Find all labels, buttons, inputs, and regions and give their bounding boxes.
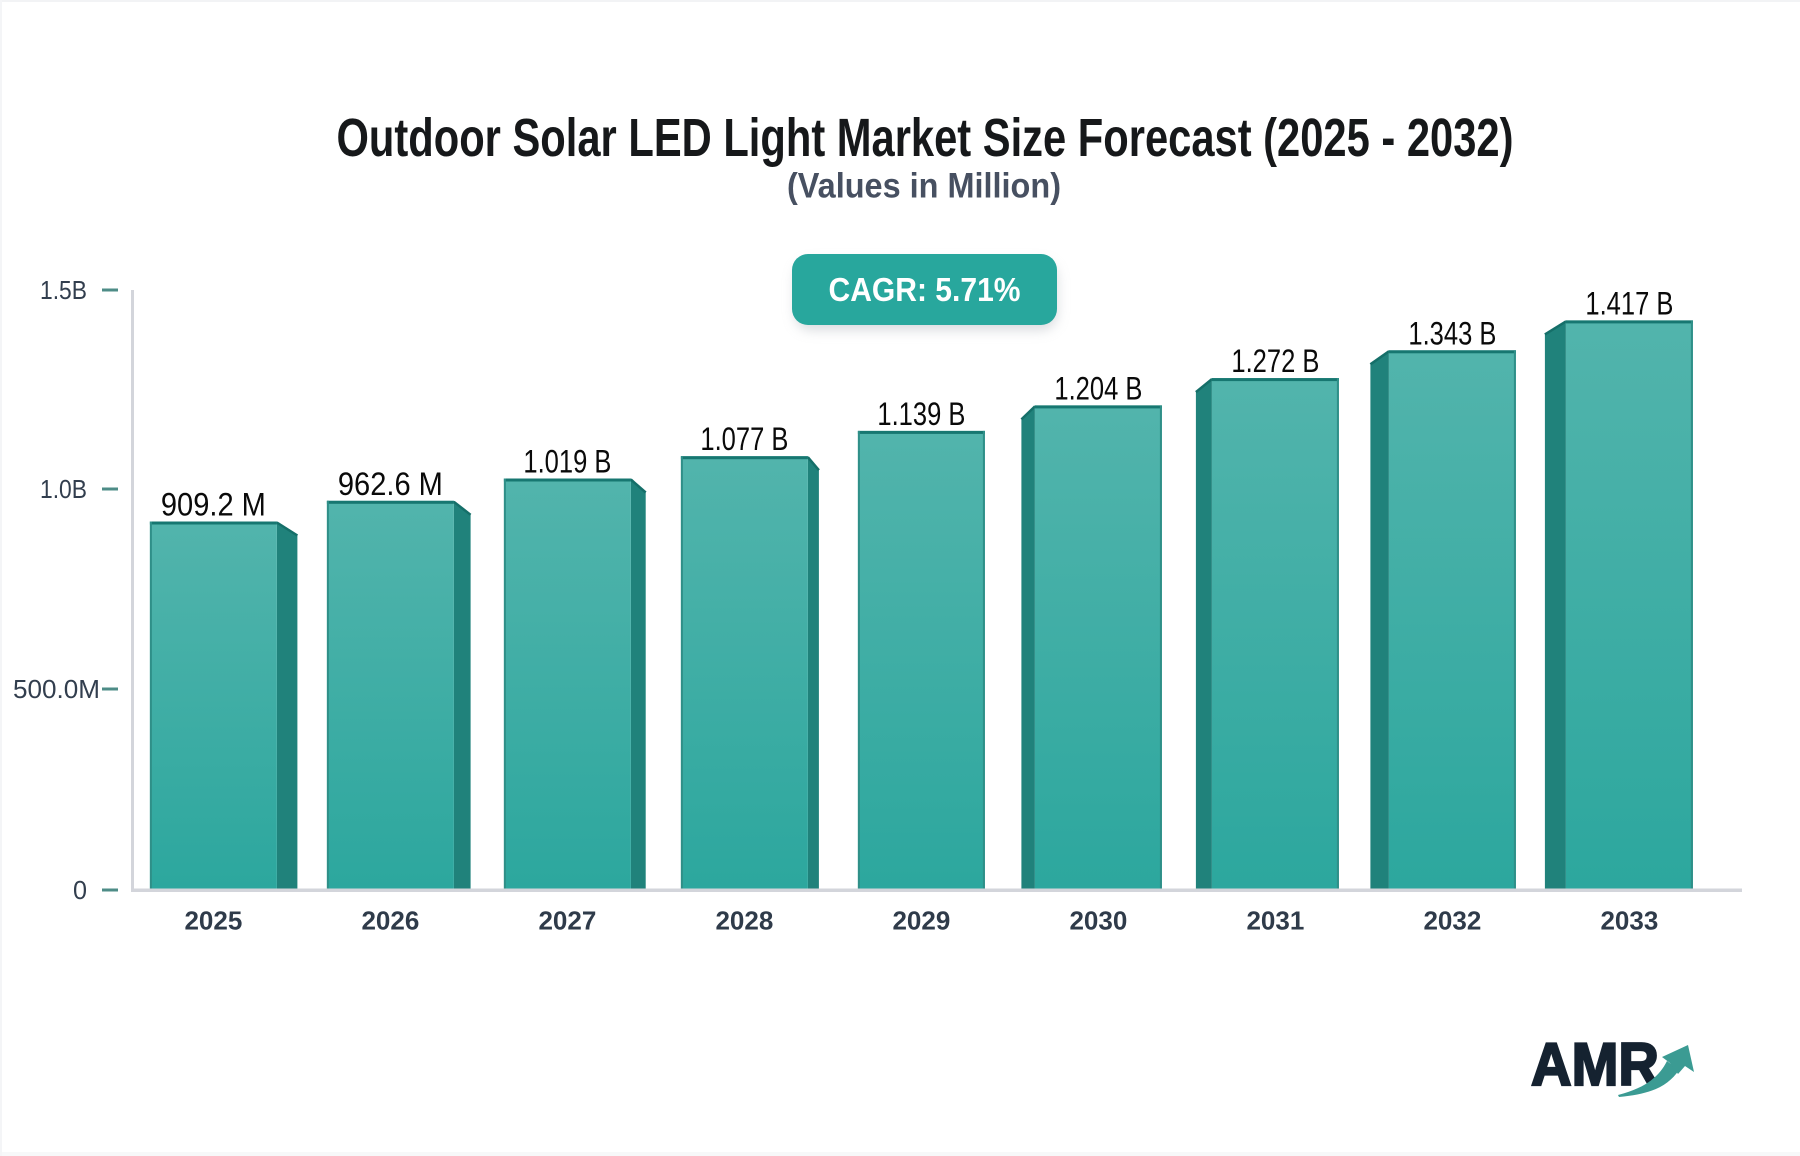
- svg-text:1.343 B: 1.343 B: [1408, 315, 1496, 351]
- svg-text:909.2 M: 909.2 M: [161, 487, 266, 523]
- svg-text:2032: 2032: [1423, 906, 1481, 936]
- svg-text:(Values in Million): (Values in Million): [787, 167, 1061, 206]
- svg-text:Outdoor Solar LED Light Market: Outdoor Solar LED Light Market Size Fore…: [337, 108, 1514, 168]
- svg-text:CAGR: 5.71%: CAGR: 5.71%: [829, 271, 1021, 308]
- svg-text:1.204 B: 1.204 B: [1054, 370, 1142, 406]
- svg-text:2025: 2025: [184, 906, 242, 936]
- svg-text:2029: 2029: [892, 906, 950, 936]
- svg-text:0: 0: [73, 875, 87, 905]
- svg-text:500.0M: 500.0M: [13, 674, 100, 704]
- svg-text:1.077 B: 1.077 B: [700, 421, 788, 457]
- svg-text:1.5B: 1.5B: [40, 275, 87, 305]
- svg-text:2027: 2027: [538, 906, 596, 936]
- svg-text:1.019 B: 1.019 B: [523, 444, 611, 480]
- svg-text:1.272 B: 1.272 B: [1231, 343, 1319, 379]
- svg-text:962.6 M: 962.6 M: [338, 466, 443, 502]
- svg-text:2028: 2028: [715, 906, 773, 936]
- svg-text:1.139 B: 1.139 B: [877, 396, 965, 432]
- svg-text:1.0B: 1.0B: [40, 474, 87, 504]
- svg-text:1.417 B: 1.417 B: [1585, 285, 1673, 321]
- svg-text:AMR: AMR: [1531, 1031, 1659, 1098]
- svg-text:2030: 2030: [1069, 906, 1127, 936]
- svg-text:2026: 2026: [361, 906, 419, 936]
- svg-text:2033: 2033: [1600, 906, 1658, 936]
- svg-text:2031: 2031: [1246, 906, 1304, 936]
